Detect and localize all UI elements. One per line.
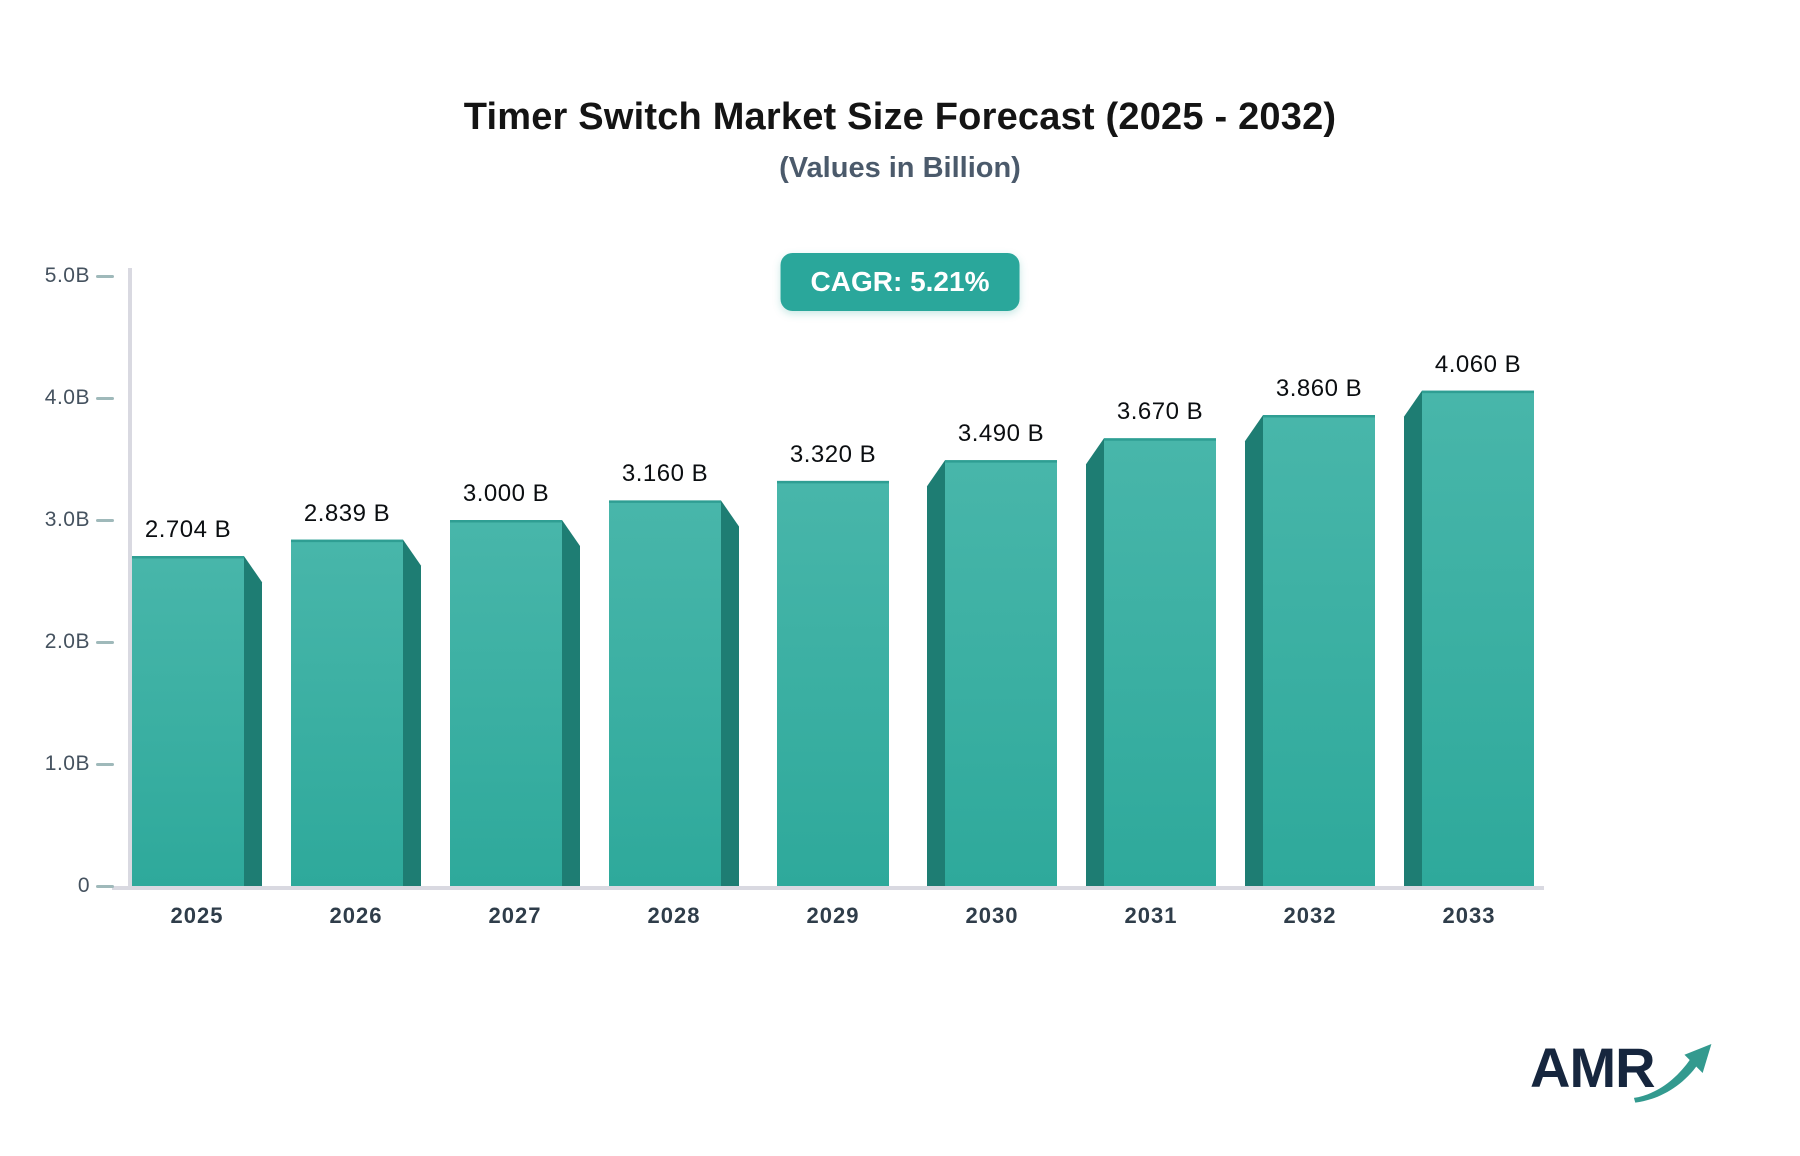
amr-logo: AMR <box>1530 1038 1750 1118</box>
bar-side-face <box>1086 438 1104 886</box>
y-tick-mark <box>96 396 114 400</box>
bar-side-face <box>927 460 945 886</box>
bar-value-label: 4.060 B <box>1434 350 1522 378</box>
y-tick-mark <box>96 274 114 278</box>
bar-side-face <box>562 520 580 886</box>
amr-logo-text: AMR <box>1530 1036 1656 1099</box>
y-tick-label: 5.0B <box>44 264 90 287</box>
y-tick-label: 1.0B <box>44 752 90 775</box>
bar-2032 <box>1263 415 1375 886</box>
x-category-label: 2026 <box>329 903 383 928</box>
x-category-label: 2031 <box>1124 903 1178 928</box>
y-tick-label: 3.0B <box>44 508 90 531</box>
x-category-label: 2025 <box>170 903 224 928</box>
bar-value-label: 3.670 B <box>1116 398 1204 426</box>
y-tick-label: 4.0B <box>44 386 90 409</box>
bar-2030 <box>945 460 1057 886</box>
x-category-label: 2028 <box>647 903 701 928</box>
y-tick-mark <box>96 518 114 522</box>
bar-2027 <box>450 520 562 886</box>
y-tick-mark <box>96 640 114 644</box>
bar-value-label: 2.839 B <box>303 499 391 527</box>
x-category-label: 2030 <box>965 903 1019 928</box>
bar-side-face <box>403 539 421 886</box>
bar-value-label: 3.000 B <box>462 480 550 507</box>
cagr-badge: CAGR: 5.21% <box>780 253 1020 311</box>
bar-2025 <box>132 556 244 886</box>
bar-value-label: 3.490 B <box>957 420 1045 448</box>
bar-side-face <box>1404 390 1422 886</box>
chart-title: Timer Switch Market Size Forecast (2025 … <box>463 96 1337 138</box>
x-axis-line <box>112 886 1544 890</box>
bar-2031 <box>1104 438 1216 886</box>
bar-2029 <box>777 480 889 886</box>
bar-2033 <box>1422 390 1534 886</box>
y-tick-mark <box>96 884 114 888</box>
bar-side-face <box>1245 415 1263 886</box>
x-category-label: 2029 <box>806 903 860 928</box>
y-tick-mark <box>96 762 114 766</box>
chart-subtitle: (Values in Billion) <box>779 152 1021 184</box>
bar-2028 <box>609 500 721 886</box>
x-category-label: 2027 <box>488 903 542 928</box>
bar-side-face <box>721 500 739 886</box>
bar-value-label: 3.860 B <box>1275 375 1363 403</box>
bar-side-face <box>244 556 262 886</box>
bar-2026 <box>291 539 403 886</box>
x-category-label: 2033 <box>1442 903 1496 928</box>
bar-value-label: 3.320 B <box>789 440 877 468</box>
x-category-label: 2032 <box>1283 903 1337 928</box>
bar-value-label: 3.160 B <box>621 460 709 488</box>
y-tick-label: 2.0B <box>44 630 90 653</box>
y-tick-label: 0 <box>77 874 90 897</box>
y-axis-line <box>128 268 132 890</box>
bar-value-label: 2.704 B <box>144 516 232 544</box>
growth-arrow-icon <box>1633 1044 1712 1103</box>
